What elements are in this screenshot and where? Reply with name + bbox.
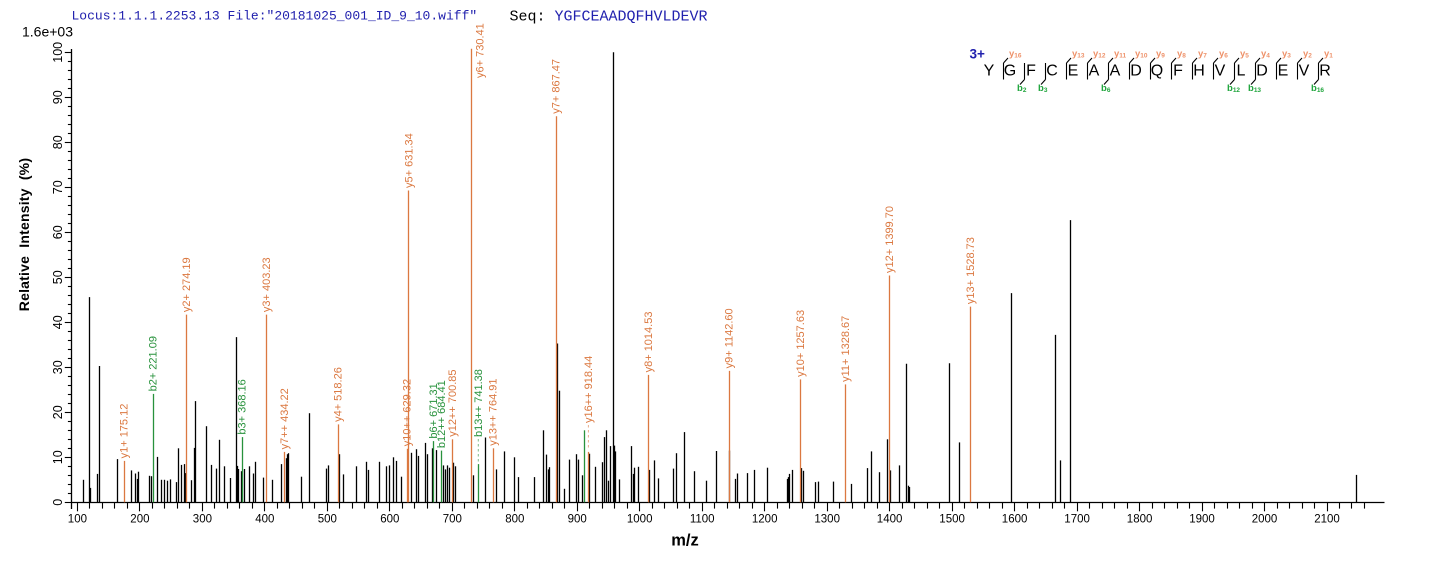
svg-text:0: 0	[51, 499, 65, 506]
svg-text:1800: 1800	[1127, 513, 1153, 525]
svg-text:90: 90	[51, 90, 65, 104]
svg-text:y10+ 1257.63: y10+ 1257.63	[795, 310, 807, 377]
svg-text:y13+ 1528.73: y13+ 1528.73	[965, 237, 977, 304]
svg-text:70: 70	[51, 180, 65, 194]
svg-text:YGFCEAADQFHVLDEVR: YGFCEAADQFHVLDEVR	[555, 9, 708, 26]
svg-text:E: E	[1278, 63, 1289, 80]
svg-text:A: A	[1089, 63, 1100, 80]
svg-text:y9: y9	[1156, 49, 1165, 60]
svg-text:b6+ 671.31: b6+ 671.31	[428, 383, 440, 438]
svg-text:b13: b13	[1248, 83, 1261, 94]
svg-text:D: D	[1130, 63, 1142, 80]
svg-text:D: D	[1256, 63, 1268, 80]
svg-text:y10++ 629.32: y10++ 629.32	[402, 379, 414, 446]
svg-text:y5+ 631.34: y5+ 631.34	[403, 133, 415, 188]
svg-text:m/z: m/z	[671, 532, 699, 550]
svg-text:y3: y3	[1282, 49, 1291, 60]
svg-text:V: V	[1215, 63, 1226, 80]
svg-text:y6: y6	[1219, 49, 1228, 60]
svg-text:y4+ 518.26: y4+ 518.26	[333, 367, 345, 422]
svg-text:F: F	[1026, 63, 1036, 80]
svg-text:700: 700	[443, 513, 462, 525]
svg-text:L: L	[1237, 63, 1246, 80]
svg-text:y6+ 730.41: y6+ 730.41	[475, 23, 487, 78]
svg-text:y16: y16	[1009, 49, 1022, 60]
svg-text:b2: b2	[1017, 83, 1027, 94]
svg-text:y10: y10	[1135, 49, 1148, 60]
svg-text:b12: b12	[1227, 83, 1240, 94]
svg-text:10: 10	[51, 450, 65, 464]
svg-text:y12++ 700.85: y12++ 700.85	[447, 370, 459, 437]
svg-text:Seq:: Seq:	[510, 9, 546, 26]
svg-text:H: H	[1193, 63, 1205, 80]
svg-text:y16++ 918.44: y16++ 918.44	[583, 356, 595, 423]
svg-text:y3+ 403.23: y3+ 403.23	[261, 257, 273, 312]
svg-text:y2+ 274.19: y2+ 274.19	[181, 257, 193, 312]
svg-text:E: E	[1068, 63, 1079, 80]
svg-text:b3: b3	[1038, 83, 1048, 94]
svg-text:1400: 1400	[877, 513, 903, 525]
svg-text:80: 80	[51, 135, 65, 149]
svg-text:800: 800	[505, 513, 524, 525]
svg-text:y7+ 867.47: y7+ 867.47	[551, 59, 563, 114]
svg-text:b13++ 741.38: b13++ 741.38	[473, 369, 485, 437]
svg-text:y11+ 1328.67: y11+ 1328.67	[840, 316, 852, 382]
svg-text:300: 300	[193, 513, 212, 525]
svg-text:1100: 1100	[690, 513, 715, 525]
svg-text:3+: 3+	[970, 47, 986, 62]
svg-text:b3+ 368.16: b3+ 368.16	[237, 379, 249, 434]
svg-text:y7++ 434.22: y7++ 434.22	[279, 388, 291, 449]
svg-text:y1: y1	[1324, 49, 1333, 60]
svg-text:1700: 1700	[1064, 513, 1090, 525]
svg-text:1200: 1200	[752, 513, 778, 525]
svg-text:y5: y5	[1240, 49, 1249, 60]
svg-text:20: 20	[51, 405, 65, 419]
svg-text:y12+ 1399.70: y12+ 1399.70	[884, 206, 896, 273]
svg-text:y1+ 175.12: y1+ 175.12	[119, 404, 131, 459]
svg-text:y9+ 1142.60: y9+ 1142.60	[724, 308, 736, 368]
svg-text:2000: 2000	[1252, 513, 1278, 525]
svg-text:y2: y2	[1303, 49, 1312, 60]
svg-text:50: 50	[51, 270, 65, 284]
svg-text:500: 500	[318, 513, 337, 525]
svg-text:1300: 1300	[814, 513, 840, 525]
svg-text:200: 200	[130, 513, 149, 525]
svg-text:40: 40	[51, 315, 65, 329]
svg-text:30: 30	[51, 360, 65, 374]
svg-text:900: 900	[568, 513, 587, 525]
svg-text:2100: 2100	[1314, 513, 1340, 525]
svg-text:b6: b6	[1101, 83, 1111, 94]
svg-text:Locus:1.1.1.2253.13 File:"2018: Locus:1.1.1.2253.13 File:"20181025_001_I…	[72, 9, 478, 24]
svg-text:V: V	[1299, 63, 1310, 80]
svg-text:A: A	[1110, 63, 1121, 80]
svg-text:G: G	[1004, 63, 1016, 80]
svg-text:y7: y7	[1198, 49, 1207, 60]
svg-text:b12++ 684.41: b12++ 684.41	[436, 380, 448, 448]
svg-text:1000: 1000	[627, 513, 653, 525]
svg-text:y12: y12	[1093, 49, 1106, 60]
svg-text:1900: 1900	[1189, 513, 1215, 525]
svg-text:Relative Intensity (%): Relative Intensity (%)	[16, 158, 32, 311]
svg-text:y4: y4	[1261, 49, 1270, 60]
svg-text:b16: b16	[1311, 83, 1324, 94]
svg-text:400: 400	[255, 513, 274, 525]
svg-text:y8+ 1014.53: y8+ 1014.53	[643, 312, 655, 373]
svg-text:100: 100	[68, 513, 87, 525]
svg-text:Y: Y	[984, 63, 995, 80]
svg-text:1500: 1500	[939, 513, 965, 525]
svg-text:F: F	[1173, 63, 1183, 80]
svg-text:600: 600	[380, 513, 399, 525]
svg-text:y13: y13	[1072, 49, 1085, 60]
svg-text:b2+ 221.09: b2+ 221.09	[148, 336, 160, 391]
svg-text:Q: Q	[1151, 63, 1163, 80]
svg-text:1600: 1600	[1002, 513, 1028, 525]
svg-text:R: R	[1319, 63, 1331, 80]
svg-text:1.6e+03: 1.6e+03	[22, 24, 73, 40]
svg-text:C: C	[1046, 63, 1058, 80]
svg-text:60: 60	[51, 225, 65, 239]
svg-text:y13++ 764.91: y13++ 764.91	[488, 379, 500, 446]
svg-text:100: 100	[51, 42, 65, 63]
svg-text:y8: y8	[1177, 49, 1186, 60]
svg-text:y11: y11	[1114, 49, 1127, 60]
